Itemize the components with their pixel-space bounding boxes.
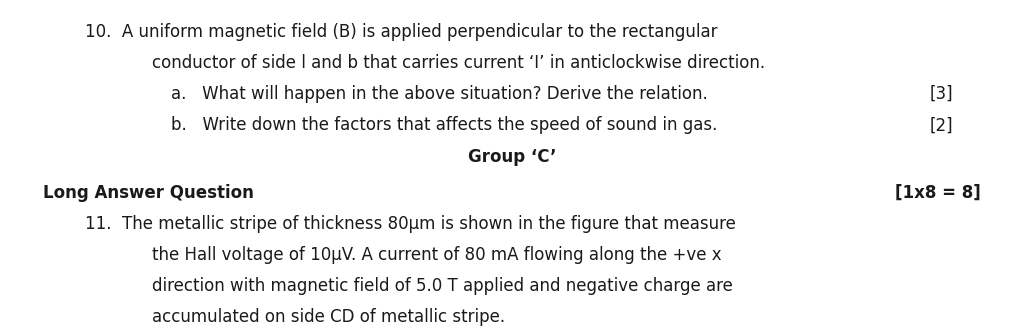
Text: accumulated on side CD of metallic stripe.: accumulated on side CD of metallic strip… [152, 308, 505, 326]
Text: Long Answer Question: Long Answer Question [43, 183, 254, 202]
Text: the Hall voltage of 10μV. A current of 80 mA flowing along the +ve x: the Hall voltage of 10μV. A current of 8… [152, 246, 721, 264]
Text: Group ‘C’: Group ‘C’ [468, 148, 556, 166]
Text: 10.  A uniform magnetic field (B) is applied perpendicular to the rectangular: 10. A uniform magnetic field (B) is appl… [85, 23, 718, 41]
Text: [3]: [3] [930, 85, 953, 103]
Text: [1x8 = 8]: [1x8 = 8] [895, 183, 981, 202]
Text: 11.  The metallic stripe of thickness 80μm is shown in the figure that measure: 11. The metallic stripe of thickness 80μ… [85, 215, 736, 233]
Text: direction with magnetic field of 5.0 T applied and negative charge are: direction with magnetic field of 5.0 T a… [152, 277, 732, 295]
Text: conductor of side l and b that carries current ‘I’ in anticlockwise direction.: conductor of side l and b that carries c… [152, 54, 765, 72]
Text: b.   Write down the factors that affects the speed of sound in gas.: b. Write down the factors that affects t… [171, 116, 718, 134]
Text: a.   What will happen in the above situation? Derive the relation.: a. What will happen in the above situati… [171, 85, 708, 103]
Text: [2]: [2] [930, 116, 953, 134]
